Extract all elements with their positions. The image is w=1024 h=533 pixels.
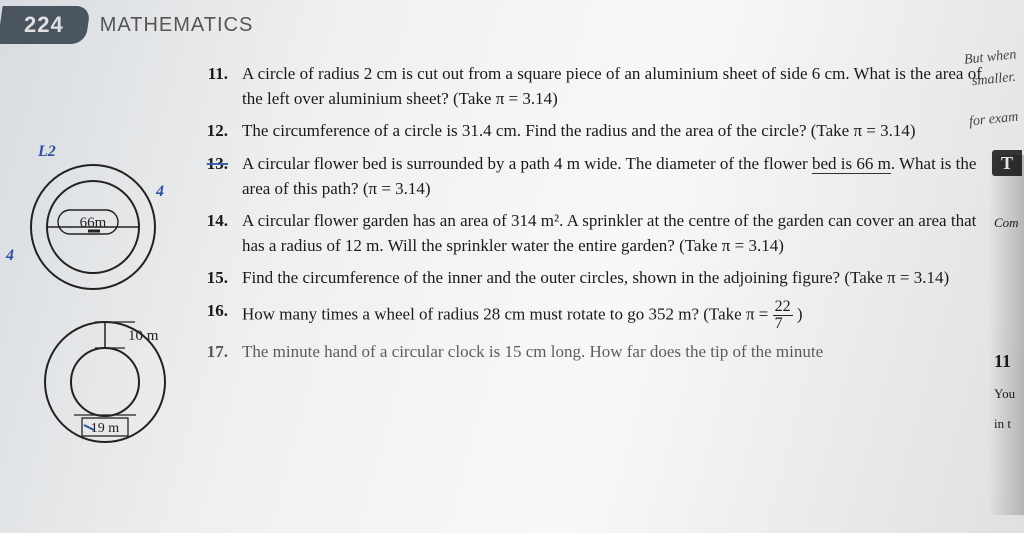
figure-flower-bed: L2 4 4 66m (8, 155, 178, 295)
figure-concentric-circles: 10 m 19 m (30, 310, 180, 450)
handwritten-annotation: L2 (38, 143, 56, 161)
fraction: 227 (773, 299, 793, 332)
question-text: How many times a wheel of radius 28 cm m… (242, 299, 984, 332)
handwritten-annotation: 4 (6, 247, 14, 265)
edge-text: You (994, 386, 1020, 402)
page-number: 224 (24, 12, 64, 38)
question-text: The circumference of a circle is 31.4 cm… (242, 119, 984, 144)
figure-label-bottom: 19 m (91, 421, 120, 436)
question-14: 14. A circular flower garden has an area… (200, 209, 984, 258)
fraction-numerator: 22 (773, 299, 793, 316)
question-15: 15. Find the circumference of the inner … (200, 266, 984, 291)
question-11: 11. A circle of radius 2 cm is cut out f… (200, 62, 984, 111)
figure-label-top: 10 m (128, 328, 159, 344)
question-number: 15. (200, 266, 228, 291)
subject-title: MATHEMATICS (100, 14, 254, 37)
question-number: 13. (200, 152, 228, 201)
question-text: A circle of radius 2 cm is cut out from … (242, 62, 984, 111)
question-number: 14. (200, 209, 228, 258)
question-text-part: ) (793, 305, 803, 324)
question-12: 12. The circumference of a circle is 31.… (200, 119, 984, 144)
question-number: 17. (200, 340, 228, 365)
concentric-diagram: 10 m 19 m (30, 310, 180, 450)
fraction-denominator: 7 (773, 316, 793, 332)
question-text: A circular flower bed is surrounded by a… (242, 152, 984, 201)
textbook-page: 224 MATHEMATICS But when smaller. for ex… (0, 0, 1024, 533)
question-13: 13. A circular flower bed is surrounded … (200, 152, 984, 201)
question-number: 12. (200, 119, 228, 144)
question-text: A circular flower garden has an area of … (242, 209, 984, 258)
question-number: 16. (200, 299, 228, 332)
question-16: 16. How many times a wheel of radius 28 … (200, 299, 984, 332)
page-header: 224 MATHEMATICS (0, 0, 1024, 44)
question-text: The minute hand of a circular clock is 1… (242, 340, 984, 365)
edge-text: in t (994, 416, 1020, 432)
question-17: 17. The minute hand of a circular clock … (200, 340, 984, 365)
question-text: Find the circumference of the inner and … (242, 266, 984, 291)
question-text-underlined: bed is 66 m (812, 154, 891, 174)
question-number: 11. (200, 62, 228, 111)
figure-label: 66m (80, 215, 107, 231)
page-number-badge: 224 (0, 6, 90, 44)
handwritten-annotation: 4 (156, 183, 164, 201)
flower-bed-diagram: 66m (8, 155, 178, 295)
question-text-part: A circular flower bed is surrounded by a… (242, 154, 812, 173)
question-text-part: How many times a wheel of radius 28 cm m… (242, 305, 773, 324)
